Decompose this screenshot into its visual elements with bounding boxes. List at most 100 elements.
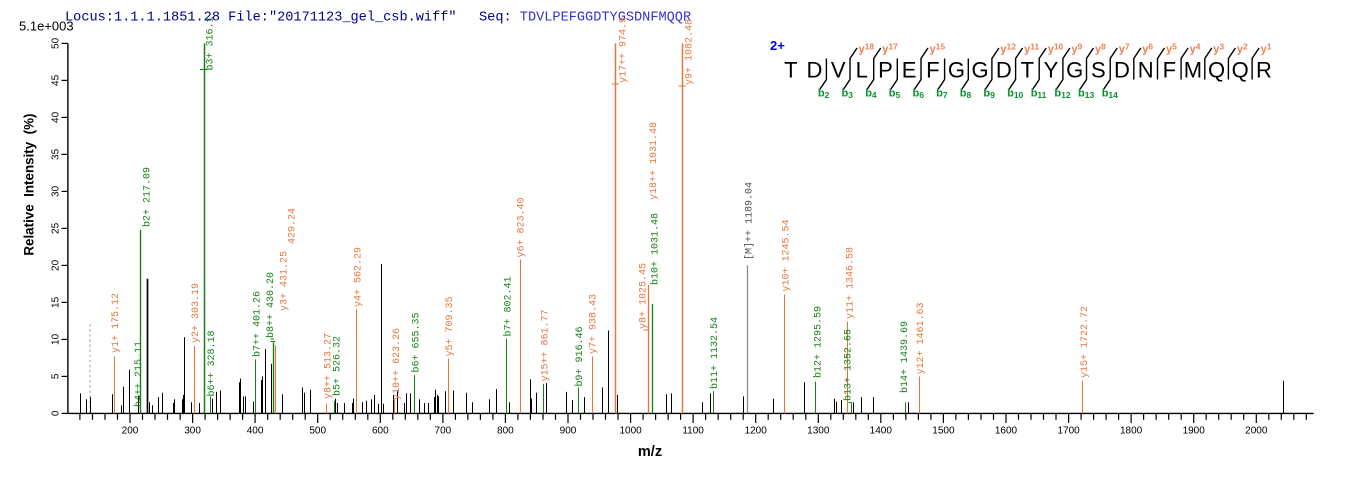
svg-text:y5: y5: [1166, 42, 1177, 56]
svg-text:50: 50: [51, 37, 62, 49]
svg-text:1100: 1100: [682, 426, 704, 437]
svg-text:Relative Intensity (%): Relative Intensity (%): [22, 114, 37, 256]
svg-text:1000: 1000: [619, 426, 642, 437]
svg-text:T: T: [784, 58, 797, 83]
svg-text:b7++ 401.26: b7++ 401.26: [251, 291, 263, 357]
svg-text:E: E: [902, 58, 917, 83]
svg-text:b5+ 526.32: b5+ 526.32: [331, 336, 343, 396]
svg-text:20: 20: [51, 259, 62, 271]
svg-text:Y: Y: [1044, 58, 1059, 83]
svg-text:b14: b14: [1102, 88, 1118, 101]
svg-text:200: 200: [122, 426, 139, 437]
svg-text:900: 900: [560, 426, 577, 437]
svg-text:Q: Q: [1208, 58, 1225, 83]
svg-text:40: 40: [51, 111, 62, 123]
svg-text:b11+ 1132.54: b11+ 1132.54: [709, 317, 721, 389]
svg-text:y5+ 709.35: y5+ 709.35: [445, 296, 456, 356]
svg-text:y15+ 1722.72: y15+ 1722.72: [1080, 306, 1091, 378]
svg-text:N: N: [1138, 58, 1154, 83]
svg-text:1200: 1200: [745, 426, 768, 437]
svg-text:y11+ 1346.58: y11+ 1346.58: [846, 247, 857, 319]
svg-text:400: 400: [247, 426, 264, 437]
svg-text:b3: b3: [842, 88, 854, 101]
svg-text:1800: 1800: [1120, 426, 1143, 437]
svg-text:b14+ 1439.69: b14+ 1439.69: [899, 321, 911, 393]
svg-text:m/z: m/z: [638, 444, 662, 460]
svg-text:y6+ 823.40: y6+ 823.40: [517, 197, 528, 257]
svg-text:800: 800: [497, 426, 514, 437]
svg-text:M: M: [1184, 58, 1202, 83]
svg-text:b4: b4: [865, 88, 877, 101]
svg-text:b6++ 328.18: b6++ 328.18: [206, 330, 218, 396]
svg-text:P: P: [878, 58, 893, 83]
svg-text:b13+ 1352.65: b13+ 1352.65: [843, 329, 855, 401]
svg-text:[M]++ 1189.04: [M]++ 1189.04: [744, 182, 756, 260]
svg-text:y4+ 562.29: y4+ 562.29: [353, 247, 364, 307]
svg-text:F: F: [926, 58, 939, 83]
svg-text:y7: y7: [1119, 42, 1130, 56]
svg-text:V: V: [831, 58, 846, 83]
svg-text:y15++ 861.77: y15++ 861.77: [541, 309, 552, 381]
svg-text:429.24: 429.24: [288, 208, 299, 244]
svg-text:10: 10: [51, 333, 62, 345]
svg-text:y8+ 1025.45: y8+ 1025.45: [639, 263, 650, 329]
svg-text:y2+ 303.19: y2+ 303.19: [191, 283, 202, 343]
svg-text:F: F: [1163, 58, 1176, 83]
svg-text:30: 30: [51, 185, 62, 197]
svg-text:25: 25: [51, 222, 62, 234]
svg-text:b4++ 215.11: b4++ 215.11: [133, 341, 145, 407]
svg-text:b10: b10: [1007, 88, 1023, 101]
svg-text:G: G: [972, 58, 989, 83]
svg-text:y18++ 1031.48: y18++ 1031.48: [649, 122, 660, 200]
svg-text:y1: y1: [1261, 42, 1272, 56]
svg-text:5.1e+003: 5.1e+003: [19, 19, 74, 34]
svg-text:b9: b9: [983, 88, 995, 101]
svg-text:G: G: [1066, 58, 1083, 83]
svg-text:b8++ 430.20: b8++ 430.20: [265, 272, 277, 338]
svg-text:D: D: [996, 58, 1012, 83]
svg-text:b2+ 217.09: b2+ 217.09: [142, 167, 154, 227]
svg-text:y17++ 974.9: y17++ 974.9: [619, 17, 630, 83]
svg-text:b12+ 1295.59: b12+ 1295.59: [813, 306, 825, 378]
svg-text:15: 15: [51, 296, 62, 308]
svg-text:b6: b6: [913, 88, 925, 101]
svg-text:y3+ 431.25: y3+ 431.25: [279, 251, 290, 311]
svg-text:y9: y9: [1071, 42, 1082, 56]
svg-text:b13: b13: [1078, 88, 1094, 101]
svg-text:D: D: [807, 58, 823, 83]
svg-text:D: D: [1114, 58, 1130, 83]
svg-text:G: G: [948, 58, 965, 83]
svg-text:y3: y3: [1213, 42, 1224, 56]
svg-text:1600: 1600: [995, 426, 1018, 437]
svg-text:y2: y2: [1237, 42, 1248, 56]
svg-text:b12: b12: [1054, 88, 1070, 101]
svg-text:1700: 1700: [1057, 426, 1080, 437]
svg-text:b7+ 802.41: b7+ 802.41: [502, 276, 514, 336]
svg-text:b9+ 916.46: b9+ 916.46: [574, 326, 586, 386]
svg-text:S: S: [1091, 58, 1106, 83]
svg-text:1900: 1900: [1183, 426, 1206, 437]
svg-text:b7: b7: [936, 88, 948, 101]
svg-text:b10+ 1031.48: b10+ 1031.48: [650, 213, 662, 285]
svg-text:1300: 1300: [807, 426, 830, 437]
svg-text:y7+ 938.43: y7+ 938.43: [589, 294, 600, 354]
svg-text:Q: Q: [1232, 58, 1249, 83]
svg-text:T: T: [1021, 58, 1034, 83]
svg-text:2000: 2000: [1245, 426, 1268, 437]
svg-text:L: L: [856, 58, 868, 83]
svg-text:b11: b11: [1031, 88, 1047, 101]
svg-text:y4: y4: [1190, 42, 1201, 56]
svg-text:y1+ 175.12: y1+ 175.12: [111, 293, 122, 353]
svg-text:600: 600: [372, 426, 389, 437]
svg-text:b6+ 655.35: b6+ 655.35: [410, 312, 422, 372]
svg-text:R: R: [1256, 58, 1272, 83]
svg-text:b5: b5: [889, 88, 901, 101]
svg-text:500: 500: [309, 426, 326, 437]
svg-text:y10+ 1245.54: y10+ 1245.54: [781, 219, 792, 291]
svg-text:300: 300: [184, 426, 201, 437]
svg-text:y8: y8: [1095, 42, 1106, 56]
svg-text:Seq: TDVLPEFGGDTYGSDNFMQQR: Seq: TDVLPEFGGDTYGSDNFMQQR: [479, 11, 691, 26]
svg-text:b8: b8: [960, 88, 972, 101]
svg-text:5: 5: [51, 373, 62, 379]
svg-text:y10++ 623.26: y10++ 623.26: [392, 328, 403, 400]
